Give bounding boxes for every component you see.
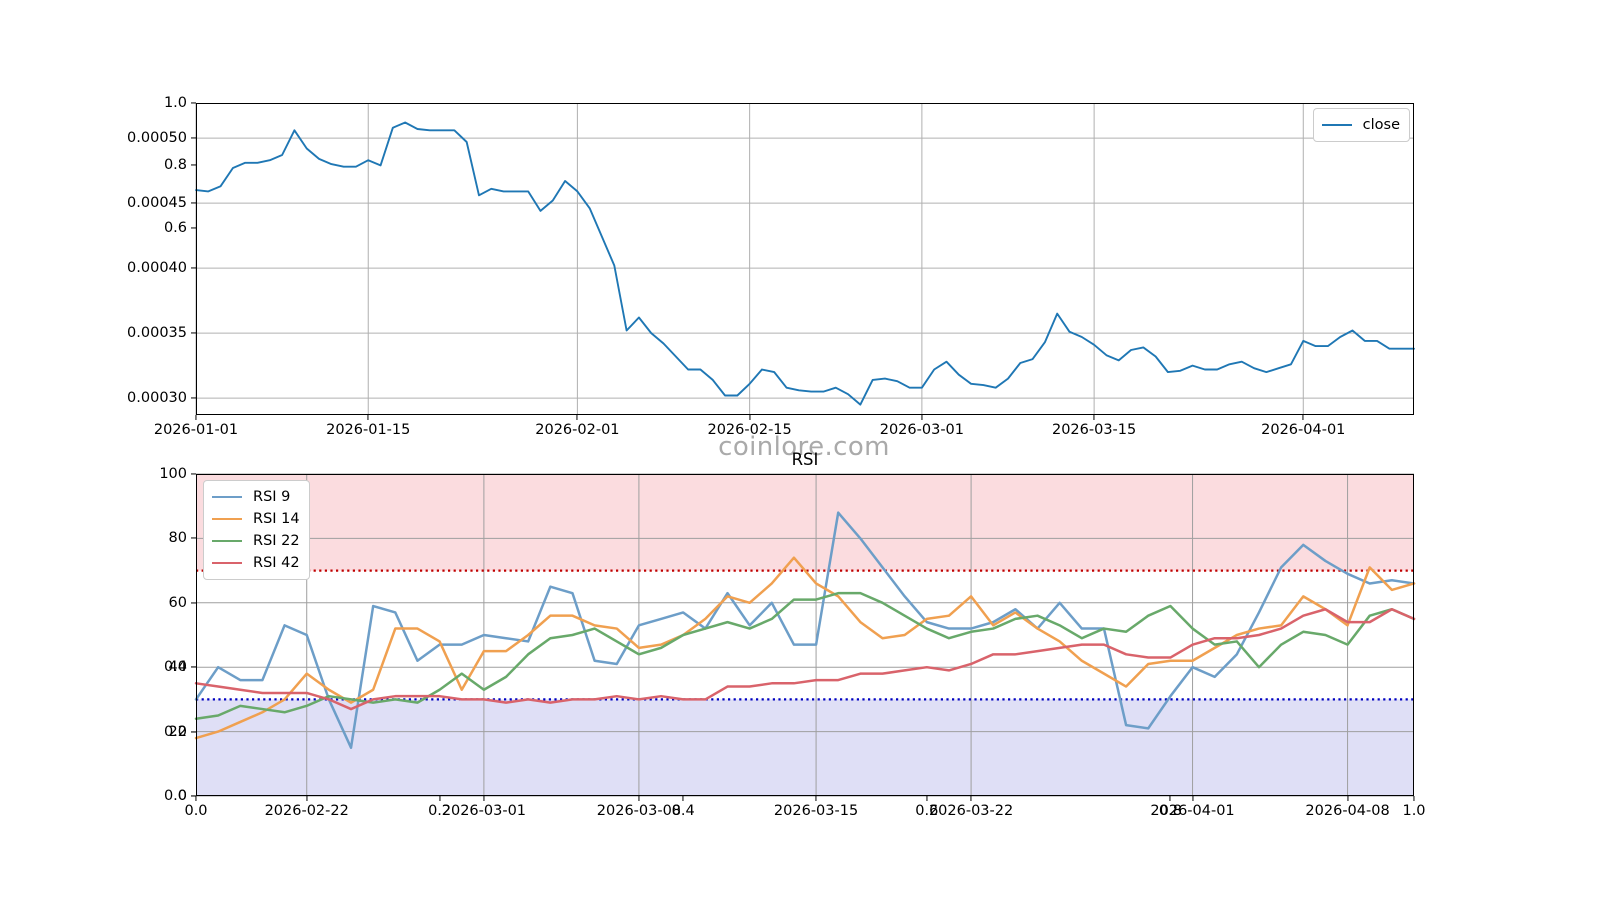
secondary-y-tick-label: 0.0 [163, 788, 187, 804]
x-tick-mark [195, 796, 197, 801]
price-legend-label: close [1362, 117, 1400, 133]
x-tick-mark [1093, 415, 1095, 420]
secondary-y-tick-label: 1.0 [163, 95, 187, 111]
x-tick-mark [439, 796, 441, 801]
rsi-x-tick-label: 2026-03-15 [773, 803, 859, 819]
rsi-legend-swatch-icon [212, 562, 242, 564]
rsi-y-tick-label: 100 [159, 466, 187, 482]
secondary-y-tick-label: 0.4 [163, 659, 187, 676]
y-tick-mark [191, 227, 196, 229]
price-x-tick-label: 2026-01-15 [326, 422, 411, 438]
rsi-legend-label: RSI 22 [253, 533, 300, 549]
y-tick-mark [191, 137, 196, 139]
secondary-x-tick-label: 0.2 [428, 803, 452, 819]
price-axes-frame [196, 103, 1414, 415]
rsi-chart-axes: RSI 100 80 60 40 20 0 0.4 0.2 0.0 2026-02-22 2026… [159, 450, 1425, 819]
y-tick-mark [191, 602, 196, 604]
x-tick-mark [921, 415, 923, 420]
rsi-legend-swatch-icon [212, 496, 242, 498]
y-tick-mark [191, 102, 196, 104]
y-tick-mark [191, 397, 196, 399]
rsi-x-tick-label: 2026-03-08 [596, 803, 682, 819]
price-x-tick-label: 2026-03-01 [879, 422, 965, 438]
rsi-legend-swatch-icon [212, 518, 242, 520]
secondary-y-tick-label: 0.6 [163, 219, 187, 236]
rsi-x-tick-label: 2026-03-01 [441, 803, 527, 819]
y-tick-mark [191, 795, 196, 797]
x-tick-mark [970, 796, 972, 801]
secondary-x-tick-label: 0.6 [915, 803, 939, 819]
x-tick-mark [1191, 796, 1194, 801]
rsi-y-tick-label: 20 [168, 723, 187, 740]
y-tick-mark [191, 164, 196, 166]
x-tick-mark [638, 796, 640, 801]
x-tick-mark [926, 796, 928, 801]
price-y-tick-label: 0.00045 [127, 195, 187, 212]
x-tick-mark [815, 796, 817, 801]
watermark: coinlore.com [718, 432, 890, 462]
x-tick-mark [1302, 415, 1304, 420]
secondary-y-tick-label: 0.2 [163, 723, 187, 740]
price-x-tick-label: 2026-01-01 [153, 422, 239, 438]
rsi-legend-row: RSI 42 [212, 552, 300, 574]
rsi-y-tick-label: 0 [177, 788, 187, 804]
rsi-legend-row: RSI 14 [212, 508, 300, 530]
secondary-x-tick-label: 0.0 [184, 803, 208, 819]
price-y-tick-label: 0.00050 [127, 130, 187, 147]
rsi-legend-row: RSI 9 [212, 486, 300, 508]
secondary-x-tick-label: 1.0 [1402, 803, 1426, 819]
price-y-tick-label: 0.00040 [127, 260, 187, 277]
x-tick-mark [306, 796, 308, 801]
price-y-tick-label: 0.00030 [127, 390, 187, 407]
rsi-legend-label: RSI 42 [253, 555, 300, 571]
x-tick-mark [576, 415, 578, 420]
y-tick-mark [191, 731, 196, 733]
y-tick-mark [191, 332, 196, 334]
price-legend-swatch-icon [1321, 124, 1352, 126]
rsi-legend-swatch-icon [212, 540, 242, 542]
x-tick-mark [367, 415, 369, 420]
secondary-y-tick-label: 0.8 [163, 157, 187, 174]
price-x-tick-label: 2026-02-15 [707, 422, 792, 438]
rsi-y-tick-label: 80 [168, 530, 187, 547]
x-tick-mark [1347, 796, 1349, 801]
price-x-tick-label: 2026-02-01 [535, 422, 620, 438]
rsi-x-tick-label: 2026-03-22 [928, 803, 1014, 819]
price-legend[interactable]: close [1312, 108, 1410, 142]
price-x-tick-label: 2026-04-01 [1261, 422, 1346, 438]
x-tick-mark [195, 415, 197, 420]
y-tick-mark [191, 202, 196, 204]
x-tick-mark [1413, 796, 1415, 801]
price-x-tick-label: 2026-03-15 [1051, 422, 1137, 438]
rsi-legend-label: RSI 14 [253, 511, 300, 527]
rsi-x-tick-label: 2026-04-08 [1305, 803, 1390, 819]
y-tick-mark [191, 666, 196, 668]
price-y-tick-label: 0.00035 [127, 325, 187, 342]
rsi-x-tick-label: 2026-02-22 [264, 803, 349, 819]
y-tick-mark [191, 537, 196, 539]
x-tick-mark [749, 415, 751, 420]
price-chart-axes: 0.00050 0.00045 0.00040 0.00035 0.00030 1.0 0.… [127, 95, 1415, 438]
y-tick-mark [191, 267, 196, 269]
rsi-legend-row: RSI 22 [212, 530, 300, 552]
secondary-x-tick-label: 0.8 [1158, 803, 1182, 819]
rsi-legend[interactable]: RSI 9 RSI 14 RSI 22 RSI 42 [203, 480, 310, 580]
x-tick-mark [1169, 796, 1171, 801]
rsi-x-tick-label: 2026-04-01 [1150, 803, 1235, 819]
y-tick-mark [191, 473, 196, 475]
x-tick-mark [483, 796, 485, 801]
rsi-y-tick-label: 60 [168, 594, 187, 611]
rsi-plot-area [194, 473, 1416, 797]
rsi-legend-label: RSI 9 [253, 489, 291, 505]
secondary-x-tick-label: 0.4 [671, 803, 695, 819]
rsi-axes-frame [196, 474, 1414, 796]
price-legend-row: close [1321, 114, 1400, 136]
rsi-chart-title: RSI [791, 450, 819, 469]
x-tick-mark [682, 796, 684, 801]
rsi-y-tick-label: 40 [168, 659, 187, 676]
